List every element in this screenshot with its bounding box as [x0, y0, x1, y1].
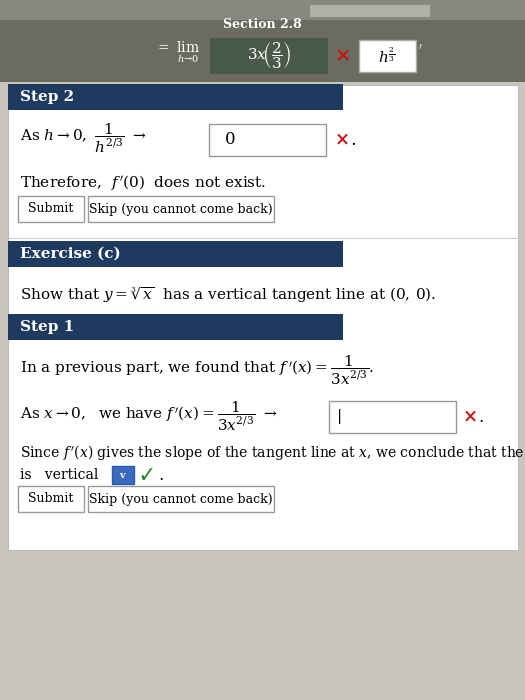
FancyBboxPatch shape [210, 38, 328, 74]
Text: Skip (you cannot come back): Skip (you cannot come back) [89, 202, 273, 216]
FancyBboxPatch shape [329, 401, 456, 433]
Text: $0$: $0$ [224, 132, 236, 148]
FancyBboxPatch shape [0, 20, 525, 82]
Text: Submit: Submit [28, 202, 74, 216]
FancyBboxPatch shape [18, 196, 84, 222]
Text: .: . [350, 131, 356, 149]
FancyBboxPatch shape [8, 85, 518, 550]
Text: In a previous part, we found that $f\,'(x) = \dfrac{1}{3x^{2/3}}.$: In a previous part, we found that $f\,'(… [20, 354, 374, 386]
Text: $\mathbf{\times}$: $\mathbf{\times}$ [462, 408, 477, 426]
FancyBboxPatch shape [18, 486, 84, 512]
Text: is   vertical: is vertical [20, 468, 98, 482]
FancyBboxPatch shape [8, 84, 343, 110]
Text: Section 2.8: Section 2.8 [223, 18, 301, 31]
FancyBboxPatch shape [88, 196, 274, 222]
FancyBboxPatch shape [112, 466, 134, 484]
Text: $'$: $'$ [418, 43, 423, 57]
FancyBboxPatch shape [88, 486, 274, 512]
Text: Step 2: Step 2 [20, 90, 74, 104]
FancyBboxPatch shape [359, 40, 416, 72]
Text: .: . [478, 409, 483, 426]
FancyBboxPatch shape [310, 5, 430, 17]
Text: Step 1: Step 1 [20, 320, 74, 334]
Text: As $h \to 0,\ \dfrac{1}{h^{2/3}}\ \to$: As $h \to 0,\ \dfrac{1}{h^{2/3}}\ \to$ [20, 122, 147, 155]
FancyBboxPatch shape [8, 314, 343, 340]
Text: As $x \to 0,$  we have $f\,'(x) = \dfrac{1}{3x^{2/3}}$ $\to$: As $x \to 0,$ we have $f\,'(x) = \dfrac{… [20, 400, 277, 433]
Text: .: . [158, 466, 163, 484]
FancyBboxPatch shape [8, 241, 343, 267]
Text: Skip (you cannot come back): Skip (you cannot come back) [89, 493, 273, 505]
Text: $\mathbf{\times}$: $\mathbf{\times}$ [334, 47, 350, 65]
FancyBboxPatch shape [0, 0, 525, 20]
Text: $=\ \lim_{h \to 0}$: $=\ \lim_{h \to 0}$ [155, 39, 201, 64]
Text: Therefore,  $f\,'(0)$  does not exist.: Therefore, $f\,'(0)$ does not exist. [20, 172, 266, 192]
Text: $\checkmark$: $\checkmark$ [140, 466, 154, 484]
Text: Since $f\,'(x)$ gives the slope of the tangent line at $x$, we conclude that the: Since $f\,'(x)$ gives the slope of the t… [20, 442, 525, 461]
Text: Submit: Submit [28, 493, 74, 505]
Text: $h^{\frac{2}{3}}$: $h^{\frac{2}{3}}$ [378, 46, 396, 66]
Text: $\mathbf{v}$: $\mathbf{v}$ [119, 470, 127, 480]
Text: $3x\!\left(\dfrac{2}{3}\right)$: $3x\!\left(\dfrac{2}{3}\right)$ [247, 41, 291, 71]
Text: $\mathbf{\times}$: $\mathbf{\times}$ [334, 131, 349, 149]
Text: Exercise (c): Exercise (c) [20, 247, 121, 261]
FancyBboxPatch shape [209, 124, 326, 156]
Text: Show that $y = \sqrt[3]{x}$  has a vertical tangent line at $(0,\,0)$.: Show that $y = \sqrt[3]{x}$ has a vertic… [20, 285, 436, 305]
Text: $|$: $|$ [336, 407, 341, 426]
